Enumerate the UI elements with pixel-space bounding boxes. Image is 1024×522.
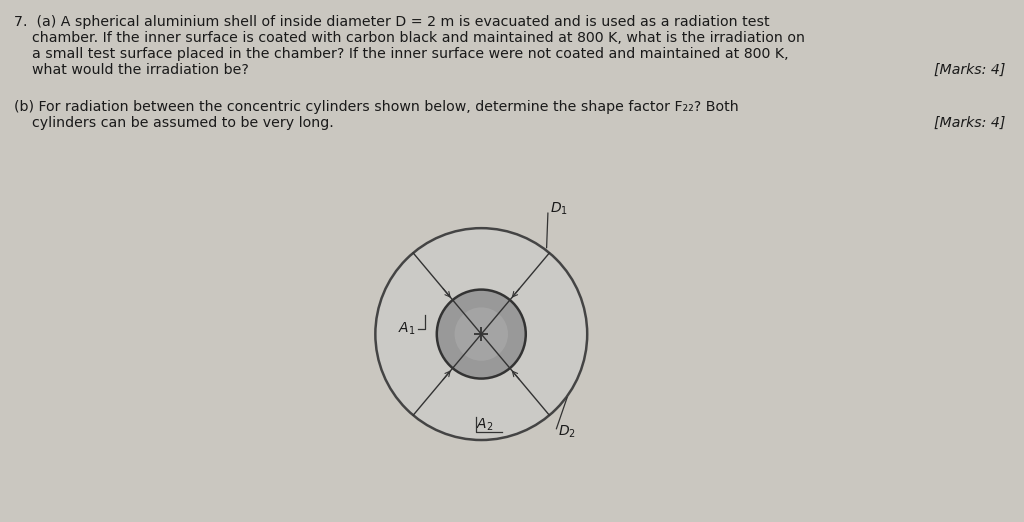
- Text: (b) For radiation between the concentric cylinders shown below, determine the sh: (b) For radiation between the concentric…: [14, 100, 738, 114]
- Circle shape: [455, 307, 508, 361]
- Text: chamber. If the inner surface is coated with carbon black and maintained at 800 : chamber. If the inner surface is coated …: [14, 31, 805, 45]
- Text: $A_1$: $A_1$: [398, 321, 416, 337]
- Text: what would the irradiation be?: what would the irradiation be?: [14, 63, 249, 77]
- Text: $A_2$: $A_2$: [476, 417, 494, 433]
- Text: $D_2$: $D_2$: [557, 423, 575, 440]
- Circle shape: [376, 228, 587, 440]
- Text: 7.  (a) A spherical aluminium shell of inside diameter D = 2 m is evacuated and : 7. (a) A spherical aluminium shell of in…: [14, 15, 770, 29]
- Text: a small test surface placed in the chamber? If the inner surface were not coated: a small test surface placed in the chamb…: [14, 47, 788, 61]
- Text: cylinders can be assumed to be very long.: cylinders can be assumed to be very long…: [14, 116, 334, 130]
- Text: $D_1$: $D_1$: [550, 201, 568, 217]
- Text: [Marks: 4]: [Marks: 4]: [934, 63, 1005, 77]
- Text: [Marks: 4]: [Marks: 4]: [934, 116, 1005, 130]
- Circle shape: [437, 290, 525, 378]
